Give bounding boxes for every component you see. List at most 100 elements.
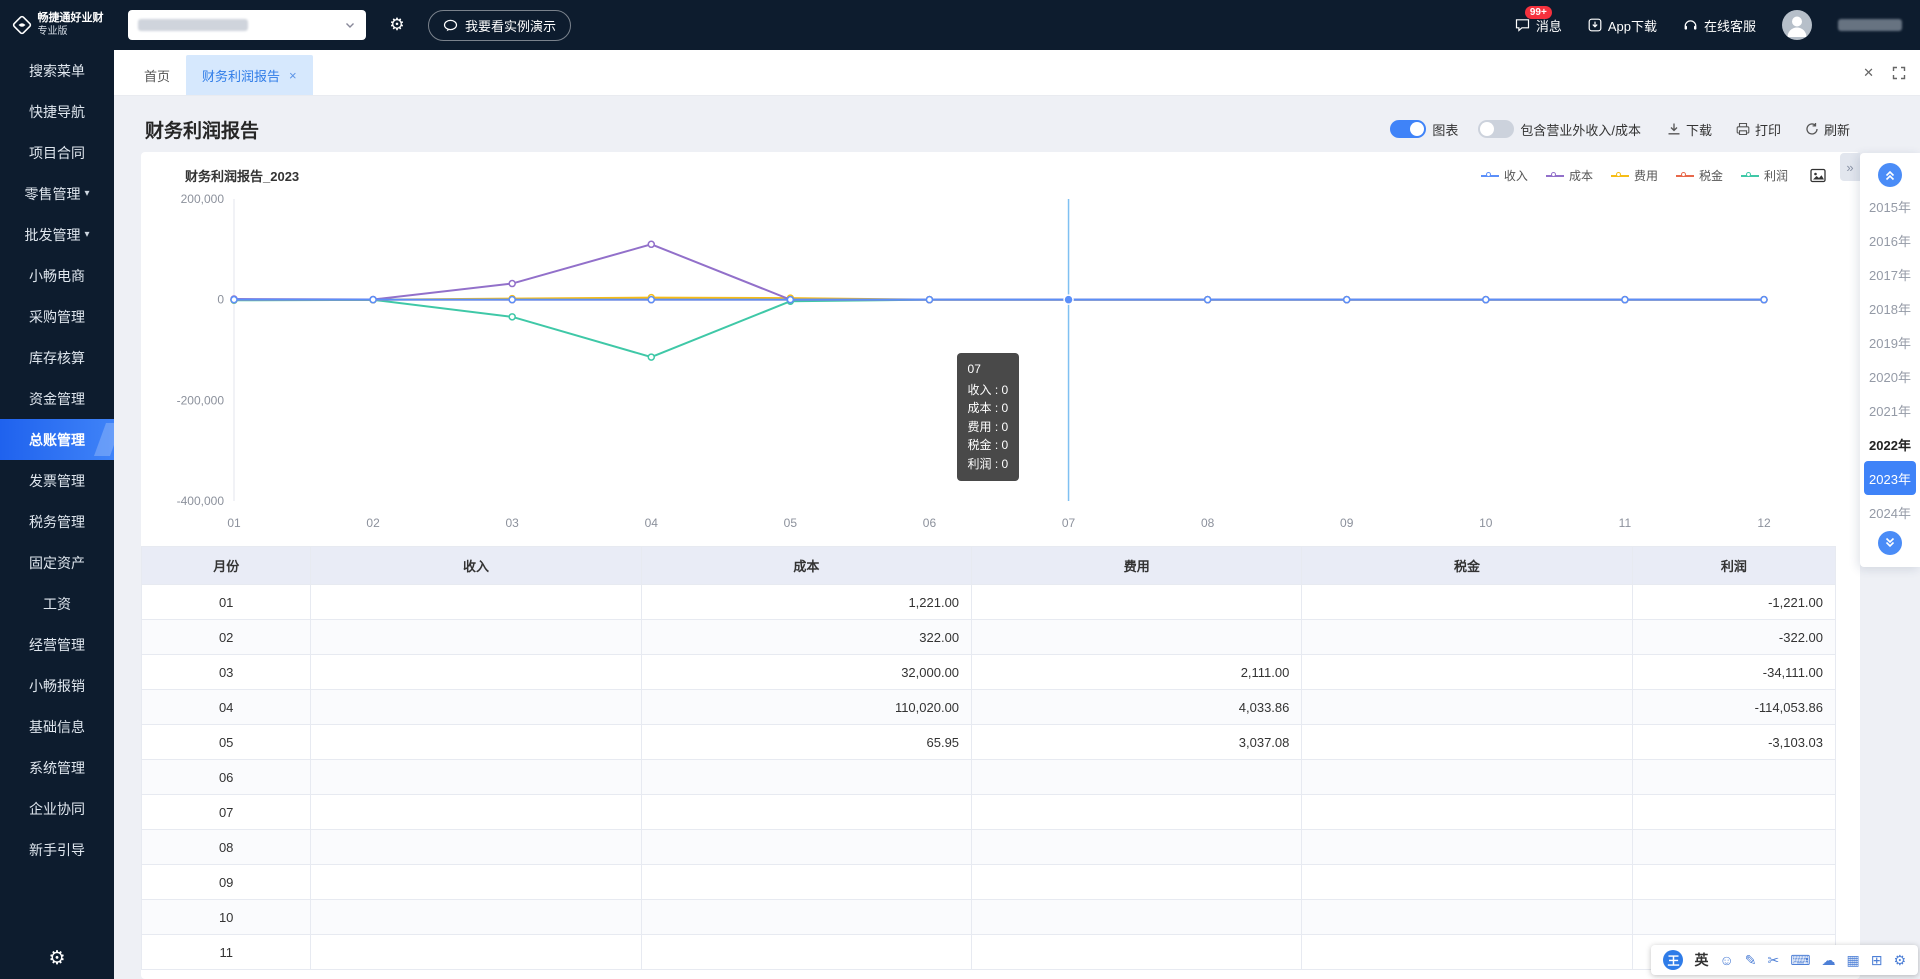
sidebar-item-business-mgmt[interactable]: 经营管理	[0, 624, 114, 665]
table-cell	[310, 654, 642, 690]
table-cell: -114,053.86	[1631, 689, 1837, 725]
sidebar-item-search-menu[interactable]: 搜索菜单	[0, 50, 114, 91]
pencil-icon[interactable]: ✎	[1744, 952, 1757, 968]
table-cell: 03	[141, 654, 312, 690]
demo-button[interactable]: 我要看实例演示	[428, 9, 572, 41]
settings-gear-icon[interactable]: ⚙	[389, 15, 405, 34]
sidebar-item-wholesale-mgmt[interactable]: 批发管理 ▾	[0, 214, 114, 255]
table-row[interactable]: 05 65.95 3,037.08 -3,103.03	[141, 724, 1837, 760]
ime-language-toggle[interactable]: 英	[1694, 952, 1709, 968]
table-row[interactable]: 04 110,020.00 4,033.86 -114,053.86	[141, 689, 1837, 725]
ime-logo-icon[interactable]: 王	[1663, 950, 1684, 970]
year-option-2015[interactable]: 2015年	[1869, 199, 1911, 215]
sidebar-item-purchase-mgmt[interactable]: 采购管理	[0, 296, 114, 337]
legend-item-收入[interactable]: 收入	[1480, 167, 1528, 184]
avatar[interactable]	[1782, 10, 1812, 40]
close-tabs-icon[interactable]: ✕	[1863, 64, 1874, 80]
sidebar-item-fixed-assets[interactable]: 固定资产	[0, 542, 114, 583]
org-selector[interactable]	[128, 10, 366, 40]
report-controls: 图表 包含营业外收入/成本 下载	[1390, 120, 1856, 139]
sidebar-item-beginner-guide[interactable]: 新手引导	[0, 829, 114, 870]
table-row[interactable]: 02 322.00 -322.00	[141, 619, 1837, 655]
grid-icon[interactable]: ▦	[1846, 952, 1860, 968]
sidebar-item-fund-mgmt[interactable]: 资金管理	[0, 378, 114, 419]
sidebar-item-general-ledger[interactable]: 总账管理	[0, 419, 114, 460]
online-support-button[interactable]: 在线客服	[1683, 16, 1756, 35]
table-cell	[640, 934, 973, 970]
year-scroll-down-icon[interactable]	[1878, 531, 1902, 555]
table-cell	[971, 584, 1303, 620]
year-option-2023[interactable]: 2023年	[1864, 461, 1916, 495]
print-button[interactable]: 打印	[1730, 120, 1787, 139]
sidebar-item-enterprise-collab[interactable]: 企业协同	[0, 788, 114, 829]
table-row[interactable]: 07	[141, 794, 1837, 830]
tab-financial-report[interactable]: 财务利润报告 ×	[186, 55, 313, 95]
table-row[interactable]: 09	[141, 864, 1837, 900]
scissors-icon[interactable]: ✂	[1767, 952, 1780, 968]
year-option-2021[interactable]: 2021年	[1869, 403, 1911, 419]
table-cell	[1301, 794, 1633, 830]
legend-item-成本[interactable]: 成本	[1545, 167, 1593, 184]
tab-home[interactable]: 首页	[144, 68, 171, 84]
topbar-right: 99+ 消息 App下载	[1515, 5, 1902, 40]
demo-button-label: 我要看实例演示	[465, 18, 557, 34]
sidebar-item-basic-info[interactable]: 基础信息	[0, 706, 114, 747]
chart-area[interactable]: 200,000 0 -200,000 -400,000 01 02 03 04 05 06 07 08…	[141, 185, 1860, 540]
year-panel-collapse-handle[interactable]: »	[1840, 153, 1860, 181]
table-row[interactable]: 11	[141, 934, 1837, 970]
gear-icon[interactable]: ⚙	[1893, 952, 1906, 968]
smiley-icon[interactable]: ☺	[1719, 952, 1734, 968]
table-row[interactable]: 08	[141, 829, 1837, 865]
sidebar-item-system-mgmt[interactable]: 系统管理	[0, 747, 114, 788]
year-option-2018[interactable]: 2018年	[1869, 301, 1911, 317]
include-nonoperating-toggle[interactable]	[1478, 120, 1515, 138]
keyboard-icon[interactable]: ⌨	[1790, 952, 1811, 968]
table-cell: 05	[141, 724, 312, 760]
table-cell	[971, 794, 1303, 830]
sidebar-item-label: 零售管理	[24, 185, 81, 202]
legend-marker	[1740, 172, 1759, 177]
refresh-button[interactable]: 刷新	[1799, 120, 1856, 139]
year-option-2016[interactable]: 2016年	[1869, 233, 1911, 249]
sidebar-item-tax-mgmt[interactable]: 税务管理	[0, 501, 114, 542]
year-option-2019[interactable]: 2019年	[1869, 335, 1911, 351]
app-download-button[interactable]: App下载	[1588, 16, 1657, 35]
year-option-2020[interactable]: 2020年	[1869, 369, 1911, 385]
legend-item-税金[interactable]: 税金	[1675, 167, 1723, 184]
year-option-2017[interactable]: 2017年	[1869, 267, 1911, 283]
cloud-icon[interactable]: ☁	[1821, 952, 1836, 968]
table-cell: 08	[141, 829, 312, 865]
year-scroll-up-icon[interactable]	[1878, 163, 1902, 187]
sidebar-item-payroll[interactable]: 工资	[0, 583, 114, 624]
table-row[interactable]: 01 1,221.00 -1,221.00	[141, 584, 1837, 620]
legend-item-费用[interactable]: 费用	[1610, 167, 1658, 184]
download-label: 下载	[1685, 122, 1712, 138]
sidebar-item-project-contract[interactable]: 项目合同	[0, 132, 114, 173]
table-cell	[310, 619, 642, 655]
table-header-row: 月份 收入 成本 费用 税金 利润	[141, 546, 1837, 585]
table-cell: 10	[141, 899, 312, 935]
messages-button[interactable]: 99+ 消息	[1515, 5, 1562, 35]
download-button[interactable]: 下载	[1661, 120, 1718, 139]
sidebar-item-xiaochang-ecommerce[interactable]: 小畅电商	[0, 255, 114, 296]
legend-item-利润[interactable]: 利润	[1740, 167, 1788, 184]
sidebar-item-inventory-accounting[interactable]: 库存核算	[0, 337, 114, 378]
tab-close-icon[interactable]: ×	[289, 67, 297, 83]
save-as-image-icon[interactable]	[1810, 168, 1826, 183]
sidebar-item-quick-nav[interactable]: 快捷导航	[0, 91, 114, 132]
svg-text:05: 05	[784, 516, 798, 530]
fullscreen-icon[interactable]	[1892, 66, 1906, 80]
table-row[interactable]: 06	[141, 759, 1837, 795]
chart-toggle[interactable]	[1390, 120, 1427, 138]
table-row[interactable]: 03 32,000.00 2,111.00 -34,111.00	[141, 654, 1837, 690]
sidebar-item-retail-mgmt[interactable]: 零售管理 ▾	[0, 173, 114, 214]
year-option-2024[interactable]: 2024年	[1869, 505, 1911, 521]
sidebar-item-xiaochang-expense[interactable]: 小畅报销	[0, 665, 114, 706]
tab-financial-report-label: 财务利润报告	[202, 68, 281, 84]
year-option-2022[interactable]: 2022年	[1869, 437, 1911, 453]
toolbox-icon[interactable]: ⊞	[1870, 952, 1883, 968]
table-row[interactable]: 10	[141, 899, 1837, 935]
sidebar-item-invoice-mgmt[interactable]: 发票管理	[0, 460, 114, 501]
sidebar-settings-gear-icon[interactable]: ⚙	[48, 947, 66, 969]
